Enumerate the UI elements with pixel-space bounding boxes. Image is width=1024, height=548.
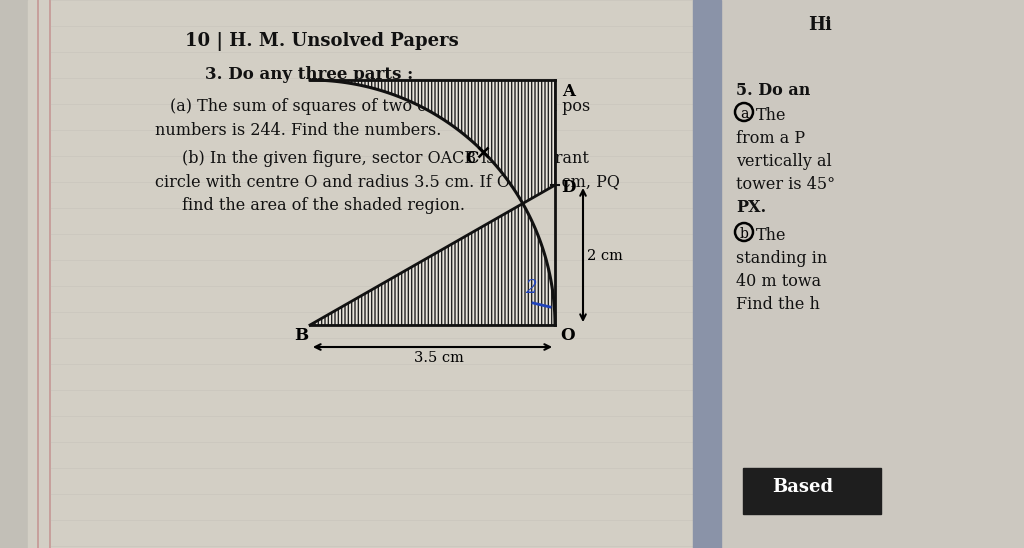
Text: circle with centre O and radius 3.5 cm. If OD = 2 cm, PQ: circle with centre O and radius 3.5 cm. … bbox=[155, 173, 620, 190]
Text: (b) In the given figure, sector OACB is a quadrant: (b) In the given figure, sector OACB is … bbox=[182, 150, 589, 167]
Text: find the area of the shaded region.: find the area of the shaded region. bbox=[182, 197, 465, 214]
Bar bbox=[693, 0, 721, 548]
Polygon shape bbox=[310, 80, 555, 325]
Text: a: a bbox=[740, 107, 749, 121]
Text: 3. Do any three parts :: 3. Do any three parts : bbox=[205, 66, 414, 83]
Bar bbox=[720, 0, 1024, 548]
Text: The: The bbox=[756, 227, 786, 244]
Text: 2: 2 bbox=[525, 279, 537, 297]
Text: O: O bbox=[560, 327, 574, 344]
Text: PX.: PX. bbox=[736, 199, 766, 216]
Text: Find the h: Find the h bbox=[736, 296, 820, 313]
Text: B: B bbox=[294, 327, 308, 344]
Bar bbox=[28, 0, 700, 548]
Text: 5. Do an: 5. Do an bbox=[736, 82, 810, 99]
Text: 10 | H. M. Unsolved Papers: 10 | H. M. Unsolved Papers bbox=[185, 32, 459, 51]
Text: 3.5 cm: 3.5 cm bbox=[415, 351, 464, 365]
Text: 2 cm: 2 cm bbox=[587, 249, 623, 263]
Text: b: b bbox=[740, 227, 749, 241]
Text: numbers is 244. Find the numbers.: numbers is 244. Find the numbers. bbox=[155, 122, 441, 139]
Text: tower is 45°: tower is 45° bbox=[736, 176, 836, 193]
Text: vertically al: vertically al bbox=[736, 153, 831, 170]
Bar bbox=[743, 468, 881, 514]
Text: from a P: from a P bbox=[736, 130, 805, 147]
Text: (a) The sum of squares of two consecutive even pos: (a) The sum of squares of two consecutiv… bbox=[170, 98, 590, 115]
Text: D: D bbox=[561, 179, 575, 196]
Text: standing in: standing in bbox=[736, 250, 827, 267]
Text: 40 m towa: 40 m towa bbox=[736, 273, 821, 290]
Text: A: A bbox=[562, 83, 575, 100]
Text: C: C bbox=[465, 150, 478, 167]
Text: Based: Based bbox=[772, 478, 834, 496]
Text: Hi: Hi bbox=[808, 16, 831, 34]
Text: The: The bbox=[756, 107, 786, 124]
